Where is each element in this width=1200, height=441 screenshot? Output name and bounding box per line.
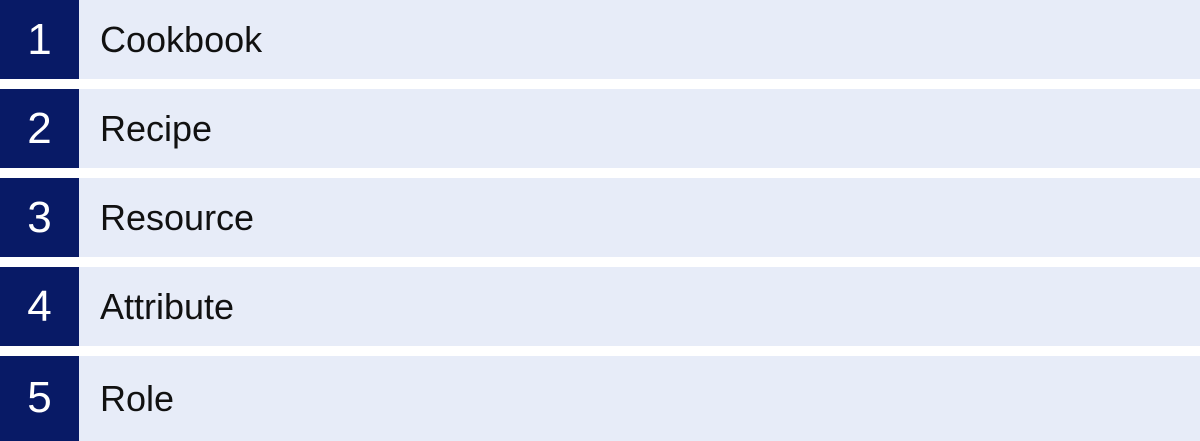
item-number: 4 — [27, 281, 52, 331]
list-item: 2 Recipe — [0, 89, 1200, 168]
list-item: 3 Resource — [0, 178, 1200, 257]
item-label: Recipe — [100, 107, 213, 149]
item-label-cell: Resource — [79, 178, 1200, 257]
item-number: 1 — [27, 14, 52, 64]
item-label: Resource — [100, 196, 255, 238]
item-number-badge: 5 — [0, 356, 79, 441]
item-label-cell: Role — [79, 356, 1200, 441]
item-number-badge: 2 — [0, 89, 79, 168]
list-item: 5 Role — [0, 356, 1200, 441]
item-number: 5 — [27, 373, 52, 422]
list-item: 1 Cookbook — [0, 0, 1200, 79]
item-number-badge: 3 — [0, 178, 79, 257]
item-number: 2 — [27, 103, 52, 153]
item-number-badge: 1 — [0, 0, 79, 79]
item-number: 3 — [27, 192, 52, 242]
item-label-cell: Attribute — [79, 267, 1200, 346]
item-label: Cookbook — [100, 18, 263, 60]
item-label-cell: Cookbook — [79, 0, 1200, 79]
item-label: Attribute — [100, 285, 235, 327]
list-item: 4 Attribute — [0, 267, 1200, 346]
item-label: Role — [100, 378, 175, 419]
item-number-badge: 4 — [0, 267, 79, 346]
item-label-cell: Recipe — [79, 89, 1200, 168]
